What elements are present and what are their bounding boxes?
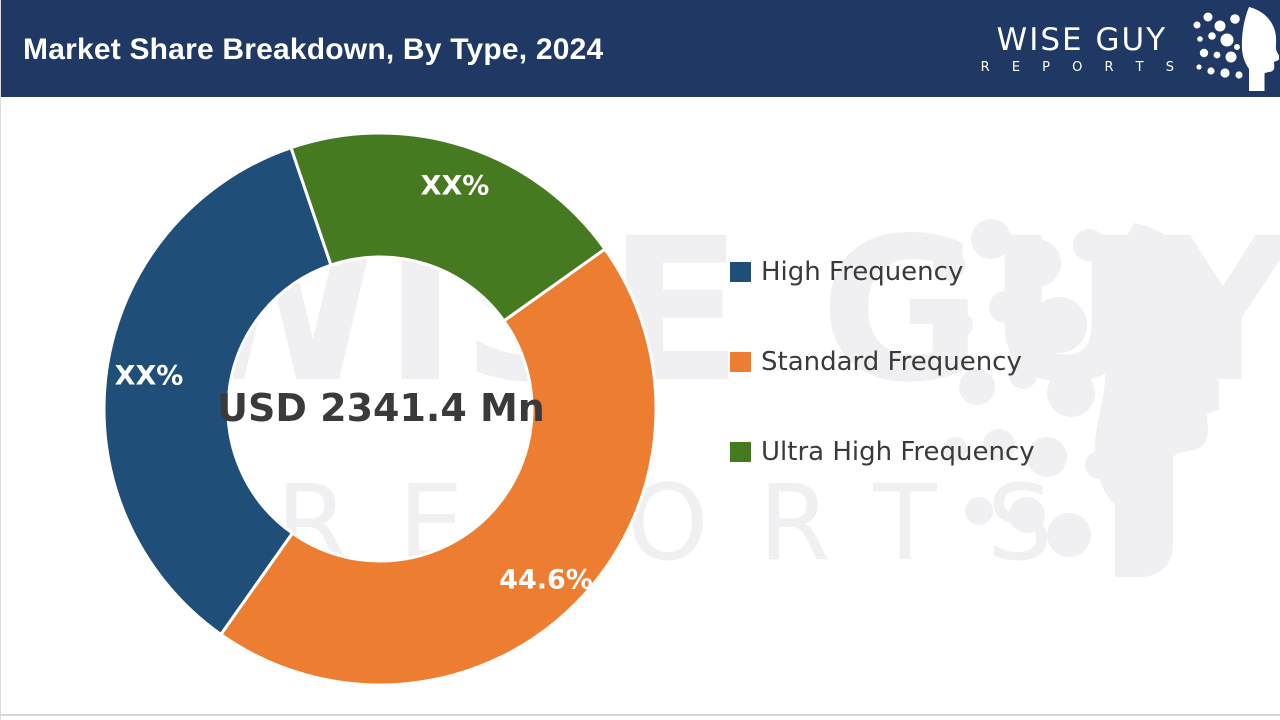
header-bar: Market Share Breakdown, By Type, 2024 WI… [1,0,1280,97]
legend-label-ultra-high-frequency: Ultra High Frequency [761,437,1035,467]
brand-logo-subtitle: R E P O R T S [980,60,1183,75]
watermark-face-dots [933,219,1219,577]
slice-label-standard-frequency: 44.6% [499,564,593,596]
brand-logo: WISE GUY R E P O R T S [981,22,1183,75]
legend-label-high-frequency: High Frequency [761,257,964,287]
legend-item-high-frequency: High Frequency [730,257,963,287]
slice-standard-frequency[interactable] [219,247,658,687]
slice-high-frequency[interactable] [102,146,333,636]
donut-chart [102,131,658,687]
slice-label-ultra-high-frequency: XX% [420,170,490,202]
slice-ultra-high-frequency[interactable] [289,131,607,323]
legend-swatch-high-frequency [730,262,751,282]
slice-label-high-frequency: XX% [114,360,184,392]
brand-logo-wordmark: WISE GUY [996,22,1168,58]
legend-item-standard-frequency: Standard Frequency [730,347,1022,377]
legend-label-standard-frequency: Standard Frequency [761,347,1022,377]
legend-item-ultra-high-frequency: Ultra High Frequency [730,437,1035,467]
brand-logo-face-icon [1193,7,1279,91]
bottom-border-line [1,714,1280,716]
legend-swatch-ultra-high-frequency [730,442,751,462]
page-title: Market Share Breakdown, By Type, 2024 [23,33,604,66]
donut-center-value: USD 2341.4 Mn [217,386,545,430]
legend-swatch-standard-frequency [730,352,751,372]
